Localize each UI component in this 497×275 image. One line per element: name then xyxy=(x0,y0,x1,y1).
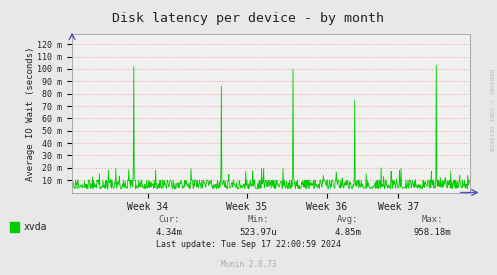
Text: 958.18m: 958.18m xyxy=(414,228,451,237)
Text: Avg:: Avg: xyxy=(337,216,359,224)
Text: Max:: Max: xyxy=(421,216,443,224)
Text: RRDTOOL / TOBI OETIKER: RRDTOOL / TOBI OETIKER xyxy=(489,69,494,151)
Text: Last update: Tue Sep 17 22:00:59 2024: Last update: Tue Sep 17 22:00:59 2024 xyxy=(156,240,341,249)
Text: 4.34m: 4.34m xyxy=(156,228,182,237)
Text: 4.85m: 4.85m xyxy=(334,228,361,237)
Text: Min:: Min: xyxy=(248,216,269,224)
Text: 523.97u: 523.97u xyxy=(240,228,277,237)
Text: Munin 2.0.73: Munin 2.0.73 xyxy=(221,260,276,269)
Text: xvda: xvda xyxy=(24,222,47,232)
Text: Cur:: Cur: xyxy=(158,216,180,224)
Y-axis label: Average IO Wait (seconds): Average IO Wait (seconds) xyxy=(25,46,35,181)
Text: Disk latency per device - by month: Disk latency per device - by month xyxy=(112,12,385,25)
